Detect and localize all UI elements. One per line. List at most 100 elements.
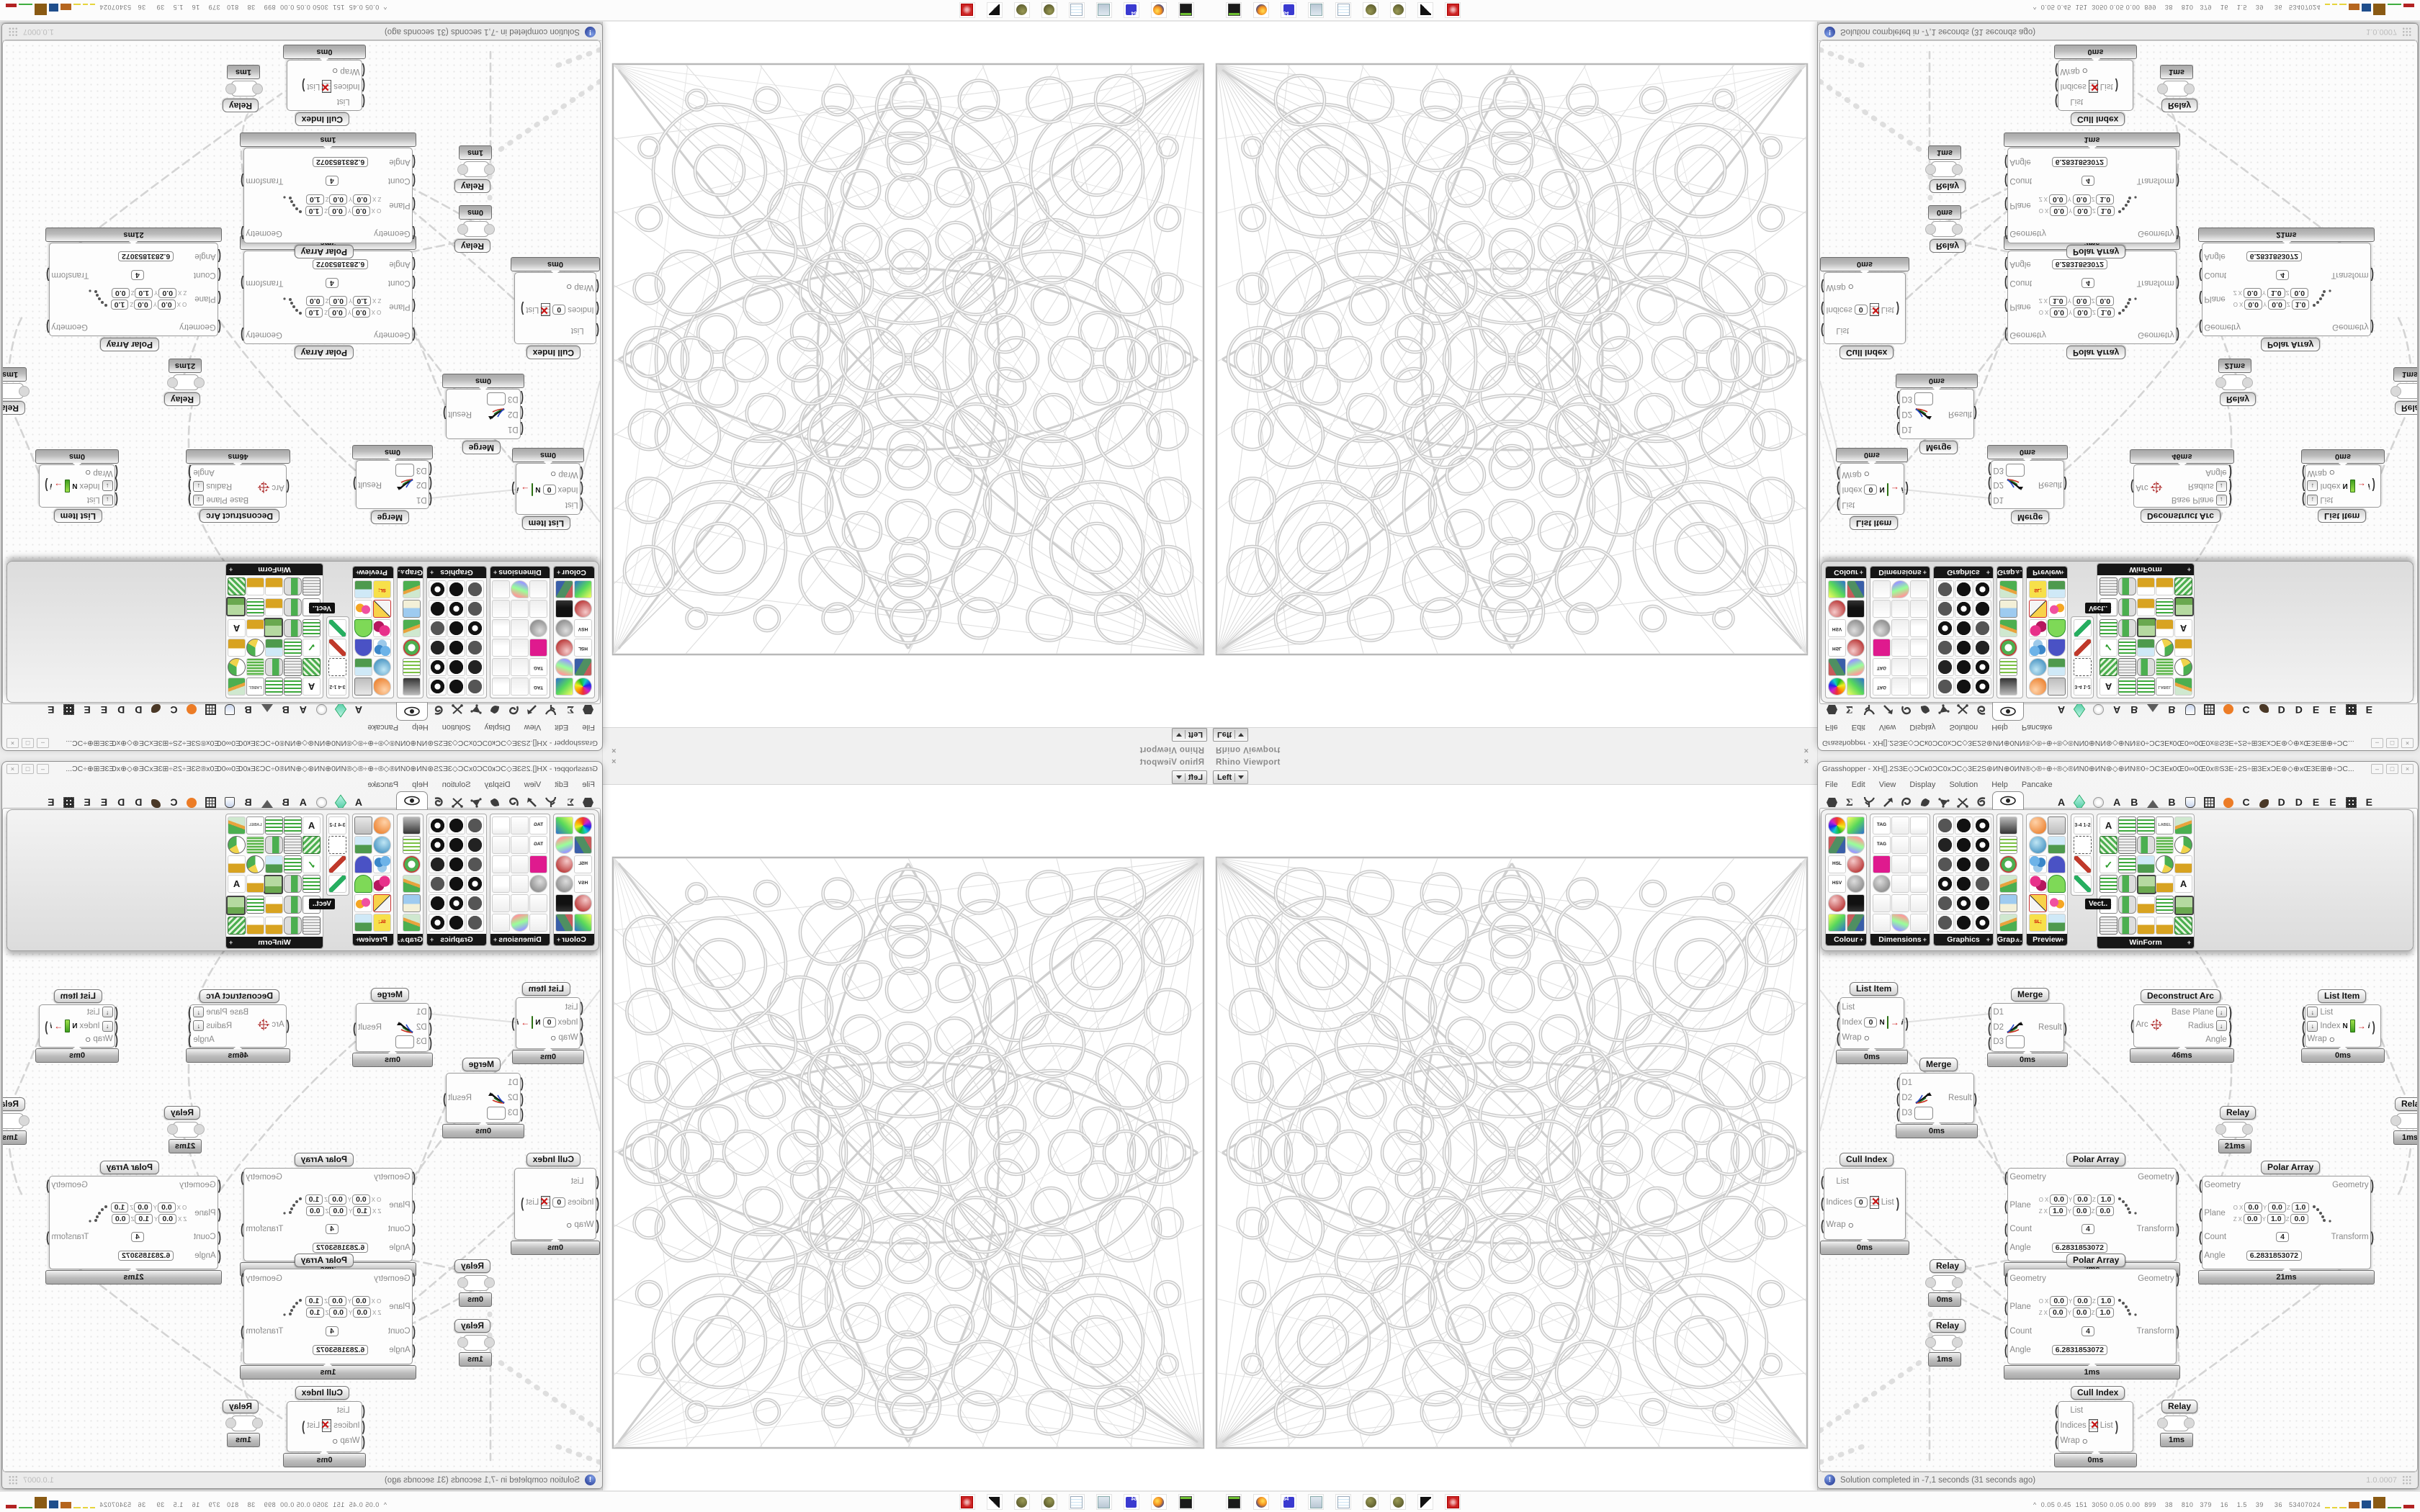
grid-icon[interactable] bbox=[205, 704, 217, 715]
input-port[interactable] bbox=[2055, 1436, 2058, 1446]
tab-mesh-icon[interactable] bbox=[467, 703, 485, 717]
angle-value[interactable]: 6.2831853072 bbox=[2051, 1242, 2107, 1253]
tab-mesh-icon[interactable] bbox=[1935, 795, 1953, 809]
palette-icon[interactable] bbox=[447, 875, 465, 893]
palette-icon[interactable] bbox=[372, 836, 391, 854]
palette-icon[interactable] bbox=[264, 917, 283, 935]
maximize-button[interactable]: □ bbox=[22, 764, 34, 774]
node-label[interactable]: Relay bbox=[1930, 1319, 1966, 1333]
grasshopper-canvas[interactable]: List Item List Index 0 N→ i Wrap 0ms bbox=[1819, 40, 2418, 704]
output-port[interactable] bbox=[188, 1007, 191, 1017]
index-value[interactable]: 0 bbox=[542, 1017, 556, 1027]
input-port[interactable] bbox=[362, 81, 365, 92]
output-port[interactable] bbox=[521, 1197, 524, 1208]
palette-icon[interactable] bbox=[372, 639, 391, 657]
palette-icon[interactable] bbox=[225, 597, 246, 616]
palette-icon[interactable] bbox=[2099, 875, 2118, 893]
palette-icon[interactable] bbox=[2074, 658, 2092, 676]
palette-icon[interactable] bbox=[2099, 836, 2118, 854]
input-port[interactable] bbox=[1837, 1032, 1839, 1043]
relay-capsule[interactable] bbox=[463, 1335, 489, 1351]
palette-icon[interactable] bbox=[1973, 816, 1991, 834]
palette-icon[interactable]: TAG bbox=[1873, 816, 1891, 834]
node-label[interactable]: Polar Array bbox=[294, 245, 354, 258]
palette-icon[interactable] bbox=[263, 618, 283, 637]
taskbar-icon-floppy-64[interactable]: 64 bbox=[1281, 2, 1296, 18]
palette-icon[interactable] bbox=[574, 658, 592, 676]
tab-mesh-icon[interactable] bbox=[1935, 703, 1953, 717]
gh-node-cull-index[interactable]: Cull Index List Indices × List Wrap 0ms bbox=[283, 1386, 366, 1467]
palette-icon[interactable]: A bbox=[2099, 678, 2118, 696]
output-port[interactable] bbox=[511, 485, 514, 495]
palette-icon[interactable] bbox=[1873, 914, 1891, 932]
palette-icon[interactable] bbox=[283, 619, 302, 637]
output-port[interactable] bbox=[241, 1223, 243, 1234]
input-port[interactable] bbox=[1821, 305, 1824, 315]
palette-icon[interactable] bbox=[2118, 816, 2137, 834]
plugin-tab[interactable]: E bbox=[48, 704, 55, 716]
input-port[interactable] bbox=[521, 1108, 524, 1119]
gh-node-merge[interactable]: Merge D1 D2 Result D3 0ms bbox=[1896, 1058, 1978, 1138]
palette-icon[interactable] bbox=[1891, 580, 1909, 598]
index-value[interactable]: 0 bbox=[1864, 1017, 1878, 1027]
palette-icon[interactable] bbox=[555, 914, 573, 932]
input-port[interactable] bbox=[1821, 1220, 1824, 1230]
input-port[interactable] bbox=[1896, 1093, 1899, 1104]
count-value[interactable]: 4 bbox=[325, 278, 339, 289]
gh-node-merge[interactable]: Merge D1 D2 Result D3 0ms bbox=[352, 988, 433, 1067]
palette-icon[interactable] bbox=[1910, 658, 1928, 676]
palette-icon[interactable] bbox=[1891, 875, 1909, 893]
palette-icon[interactable] bbox=[529, 914, 547, 932]
palette-icon[interactable] bbox=[403, 816, 421, 834]
graft-icon[interactable] bbox=[193, 1007, 205, 1017]
palette-icon[interactable] bbox=[1973, 678, 1991, 696]
input-port[interactable] bbox=[429, 495, 432, 505]
palette-group-label[interactable]: Grap… bbox=[1997, 934, 2023, 945]
palette-icon[interactable] bbox=[1828, 816, 1846, 834]
palette-icon[interactable] bbox=[2156, 639, 2174, 657]
gh-node-cull-index[interactable]: Cull Index List Indices 0 × List Wrap 0m… bbox=[511, 1153, 600, 1255]
input-port[interactable] bbox=[1988, 495, 1991, 505]
node-label[interactable]: Polar Array bbox=[99, 1161, 159, 1174]
palette-icon[interactable] bbox=[1999, 619, 2017, 637]
palette-icon[interactable] bbox=[429, 875, 447, 893]
d3-value[interactable] bbox=[2006, 1035, 2025, 1048]
palette-icon[interactable]: A bbox=[2174, 619, 2193, 637]
taskbar-icon-badge-red[interactable] bbox=[959, 2, 975, 18]
plugin-tab[interactable]: A bbox=[354, 704, 362, 716]
palette-icon[interactable] bbox=[1910, 580, 1928, 598]
palette-icon[interactable] bbox=[492, 639, 510, 657]
palette-icon[interactable] bbox=[2029, 600, 2048, 618]
gh-relay[interactable]: Relay 0ms bbox=[1928, 205, 1966, 253]
menu-display[interactable]: Display bbox=[484, 780, 511, 789]
palette-icon[interactable] bbox=[2074, 619, 2092, 637]
palette-icon[interactable] bbox=[555, 658, 573, 676]
node-label[interactable]: Merge bbox=[370, 510, 409, 524]
wrap-toggle[interactable] bbox=[566, 1219, 572, 1230]
input-port[interactable] bbox=[429, 1007, 432, 1017]
gh-relay[interactable]: Relay 0ms bbox=[454, 205, 492, 253]
palette-icon[interactable] bbox=[1955, 678, 1973, 696]
palette-icon[interactable] bbox=[354, 600, 372, 618]
relay-capsule[interactable] bbox=[463, 221, 489, 237]
input-port[interactable] bbox=[581, 469, 583, 480]
palette-icon[interactable] bbox=[227, 836, 246, 854]
output-port[interactable] bbox=[2371, 1179, 2374, 1190]
palette-icon[interactable] bbox=[1999, 600, 2017, 618]
input-port[interactable] bbox=[362, 1421, 365, 1431]
node-label[interactable]: Polar Array bbox=[2066, 1153, 2126, 1166]
taskbar-icon-badge-red[interactable] bbox=[1445, 2, 1461, 18]
input-port[interactable] bbox=[1837, 1002, 1839, 1012]
palette-icon[interactable] bbox=[372, 619, 391, 637]
palette-icon[interactable]: 3-4 1-2 bbox=[328, 816, 346, 834]
palette-icon[interactable] bbox=[1955, 619, 1973, 637]
tab-vector-icon[interactable] bbox=[1878, 795, 1897, 809]
palette-icon[interactable] bbox=[2029, 619, 2048, 637]
graft-icon[interactable] bbox=[2215, 481, 2227, 492]
input-port[interactable] bbox=[2004, 200, 2007, 211]
palette-icon[interactable] bbox=[529, 619, 547, 637]
palette-icon[interactable] bbox=[1891, 678, 1909, 696]
